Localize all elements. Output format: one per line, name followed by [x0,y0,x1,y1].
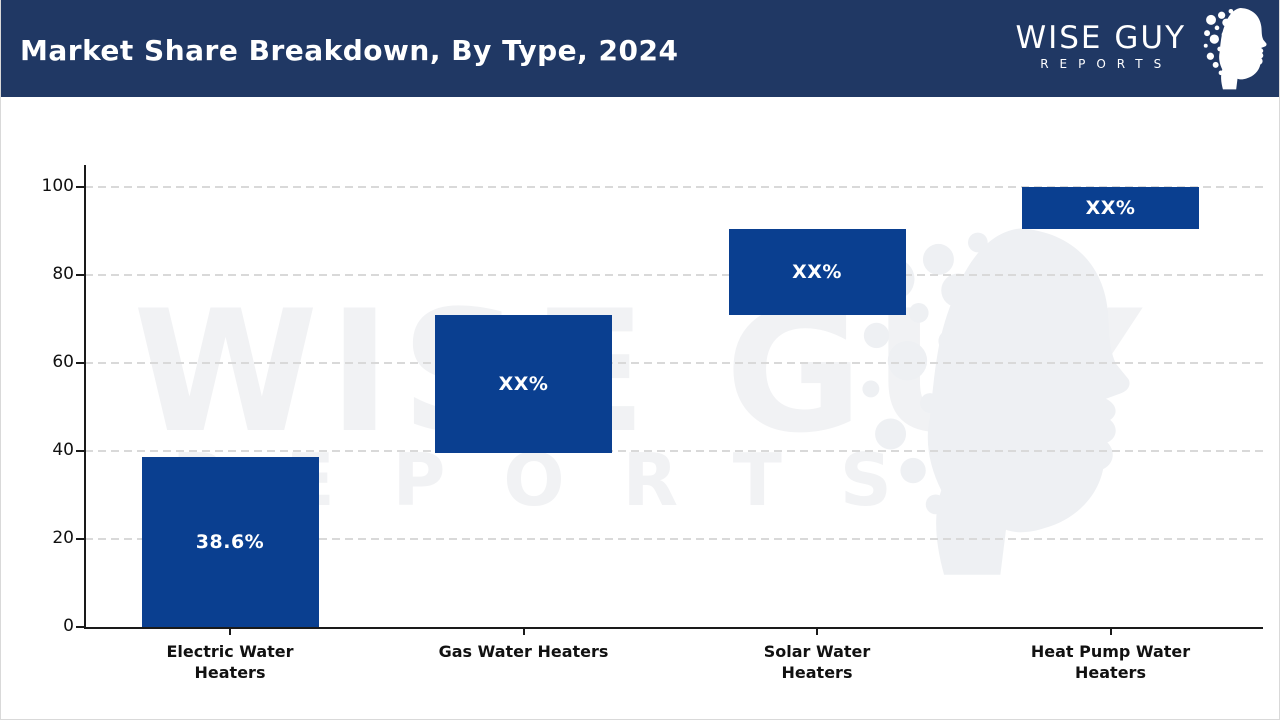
y-tick-mark [76,362,84,364]
y-tick-mark [76,538,84,540]
y-tick-mark [76,450,84,452]
x-category-label: Gas Water Heaters [438,642,609,661]
x-tick-mark [229,629,231,635]
bar-2: XX% [435,314,612,454]
x-category-label: Solar Water Heaters [763,642,871,682]
x-category-label: Heat Pump Water Heaters [1030,642,1191,682]
header-bar: Market Share Breakdown, By Type, 2024 WI… [0,0,1280,97]
x-category-label: Electric Water Heaters [166,642,294,682]
page-title: Market Share Breakdown, By Type, 2024 [20,34,679,67]
logo-wordmark: WISE GUY [1015,20,1186,56]
watermark-head-profile-icon [850,220,1162,586]
gridline [85,362,1263,364]
y-tick-label: 60 [52,352,74,372]
bar-1: 38.6% [141,457,319,627]
y-tick-mark [76,274,84,276]
y-tick-label: 80 [52,264,74,284]
gridline [85,538,1263,540]
x-tick-mark [1109,629,1112,635]
bar-3: XX% [728,228,906,315]
y-tick-label: 40 [52,440,74,460]
y-axis-line [84,165,86,627]
y-tick-label: 20 [52,528,74,548]
y-tick-mark [76,626,84,628]
x-tick-mark [522,629,525,635]
bar-value-label: XX% [1085,196,1136,219]
y-tick-mark [76,186,84,188]
wiseguy-logo: WISE GUY REPORTS [1015,20,1186,72]
x-tick-mark [816,629,818,635]
bar-value-label: 38.6% [195,531,265,554]
y-tick-label: 0 [63,616,74,636]
gridline [85,186,1263,188]
bar-value-label: XX% [792,260,842,283]
gridline [85,274,1263,276]
bar-value-label: XX% [498,372,549,395]
x-axis-line [84,627,1263,629]
bar-4: XX% [1022,187,1199,229]
y-tick-label: 100 [41,176,74,196]
dotted-head-profile-icon [1201,6,1274,92]
gridline [85,450,1263,452]
logo-subtitle: REPORTS [1040,57,1173,71]
